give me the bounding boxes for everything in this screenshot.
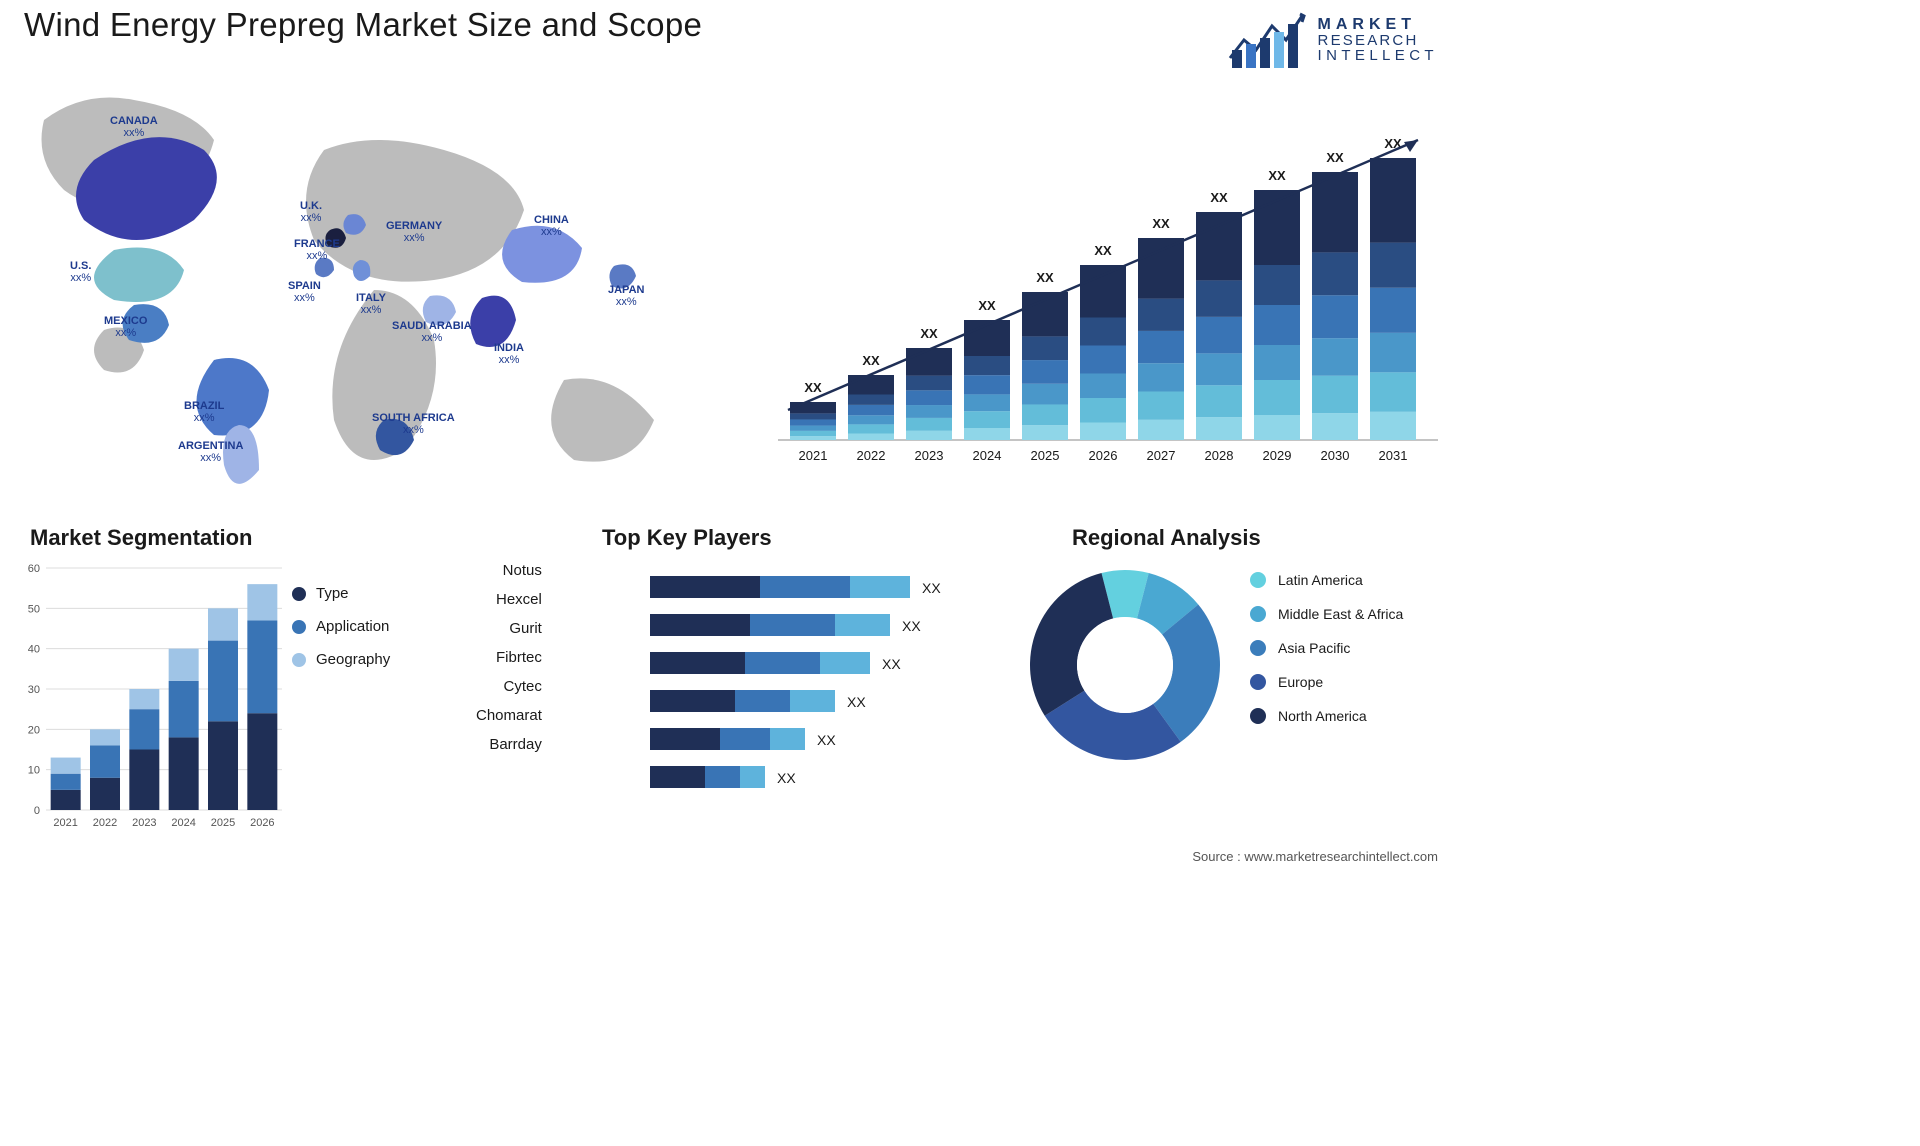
- svg-text:2023: 2023: [132, 817, 156, 829]
- map-label: SPAINxx%: [288, 280, 321, 304]
- world-map: CANADAxx% U.S.xx% MEXICOxx% BRAZILxx% ARGENT…: [24, 80, 724, 500]
- svg-text:2022: 2022: [857, 448, 886, 463]
- source-label: Source : www.marketresearchintellect.com: [1192, 849, 1438, 864]
- players-chart: XX XX XX XX XX XX: [650, 570, 1000, 830]
- players-title: Top Key Players: [602, 525, 772, 551]
- svg-text:2021: 2021: [53, 817, 77, 829]
- map-label: FRANCExx%: [294, 238, 340, 262]
- svg-text:2026: 2026: [250, 817, 274, 829]
- svg-text:XX: XX: [777, 770, 796, 786]
- regional-legend-item: Latin America: [1250, 572, 1403, 588]
- svg-text:XX: XX: [1210, 190, 1228, 205]
- map-label: SAUDI ARABIAxx%: [392, 320, 472, 344]
- svg-text:2021: 2021: [799, 448, 828, 463]
- logo-mark-icon: [1228, 10, 1306, 70]
- svg-text:XX: XX: [1094, 243, 1112, 258]
- svg-text:XX: XX: [902, 618, 921, 634]
- svg-text:2030: 2030: [1321, 448, 1350, 463]
- svg-text:2027: 2027: [1147, 448, 1176, 463]
- segmentation-legend-item: Type: [292, 585, 390, 602]
- map-label: U.K.xx%: [300, 200, 322, 224]
- svg-text:60: 60: [28, 563, 40, 575]
- svg-text:XX: XX: [882, 656, 901, 672]
- svg-text:2031: 2031: [1379, 448, 1408, 463]
- svg-text:XX: XX: [1268, 168, 1286, 183]
- svg-text:2028: 2028: [1205, 448, 1234, 463]
- map-label: GERMANYxx%: [386, 220, 442, 244]
- map-label: INDIAxx%: [494, 342, 524, 366]
- segmentation-legend: Type Application Geography: [292, 585, 390, 668]
- logo-text-1: MARKET: [1318, 17, 1438, 33]
- regional-legend: Latin America Middle East & Africa Asia Pa…: [1250, 572, 1403, 724]
- regional-legend-item: Europe: [1250, 674, 1403, 690]
- svg-text:2025: 2025: [1031, 448, 1060, 463]
- player-name: Cytec: [504, 678, 542, 695]
- svg-text:XX: XX: [804, 380, 822, 395]
- svg-text:2024: 2024: [171, 817, 195, 829]
- regional-donut: [1020, 560, 1230, 770]
- svg-text:XX: XX: [817, 732, 836, 748]
- segmentation-legend-item: Application: [292, 618, 390, 635]
- map-label: CHINAxx%: [534, 214, 569, 238]
- segmentation-legend-item: Geography: [292, 651, 390, 668]
- player-name: Gurit: [509, 620, 542, 637]
- player-name: Notus: [503, 562, 542, 579]
- svg-text:XX: XX: [1152, 216, 1170, 231]
- svg-text:50: 50: [28, 603, 40, 615]
- svg-text:0: 0: [34, 805, 40, 817]
- svg-text:10: 10: [28, 765, 40, 777]
- map-label: MEXICOxx%: [104, 315, 147, 339]
- map-label: SOUTH AFRICAxx%: [372, 412, 455, 436]
- logo-text-2: RESEARCH: [1318, 33, 1438, 48]
- svg-text:2022: 2022: [93, 817, 117, 829]
- player-name: Hexcel: [496, 591, 542, 608]
- svg-text:2026: 2026: [1089, 448, 1118, 463]
- segmentation-chart: 0 10 20 30 40 50 60 2021 2022 2023 2024 2025 2026: [24, 560, 284, 840]
- svg-text:XX: XX: [862, 353, 880, 368]
- player-name: Barrday: [489, 736, 542, 753]
- svg-text:XX: XX: [1326, 150, 1344, 165]
- svg-text:XX: XX: [1036, 270, 1054, 285]
- forecast-chart: XX 2021 XX 2022 XX 2023 XX 2024 XX 2025 XX 2026 XX 20…: [778, 100, 1438, 480]
- svg-text:30: 30: [28, 684, 40, 696]
- regional-title: Regional Analysis: [1072, 525, 1261, 551]
- svg-text:20: 20: [28, 724, 40, 736]
- logo-text-3: INTELLECT: [1318, 48, 1438, 63]
- svg-text:2025: 2025: [211, 817, 235, 829]
- svg-text:2023: 2023: [915, 448, 944, 463]
- player-name: Fibrtec: [496, 649, 542, 666]
- regional-legend-item: Middle East & Africa: [1250, 606, 1403, 622]
- map-label: ARGENTINAxx%: [178, 440, 243, 464]
- regional-legend-item: North America: [1250, 708, 1403, 724]
- page-title: Wind Energy Prepreg Market Size and Scop…: [24, 6, 702, 44]
- segmentation-title: Market Segmentation: [30, 525, 253, 551]
- map-label: BRAZILxx%: [184, 400, 224, 424]
- map-label: ITALYxx%: [356, 292, 386, 316]
- players-list: Notus Hexcel Gurit Fibrtec Cytec Chomarat Barr…: [476, 562, 542, 753]
- map-label: U.S.xx%: [70, 260, 91, 284]
- svg-text:2029: 2029: [1263, 448, 1292, 463]
- regional-legend-item: Asia Pacific: [1250, 640, 1403, 656]
- brand-logo: MARKET RESEARCH INTELLECT: [1228, 10, 1438, 70]
- map-label: CANADAxx%: [110, 115, 158, 139]
- svg-text:40: 40: [28, 644, 40, 656]
- svg-text:XX: XX: [920, 326, 938, 341]
- svg-text:2024: 2024: [973, 448, 1002, 463]
- player-name: Chomarat: [476, 707, 542, 724]
- map-label: JAPANxx%: [608, 284, 644, 308]
- svg-text:XX: XX: [922, 580, 941, 596]
- svg-text:XX: XX: [847, 694, 866, 710]
- svg-text:XX: XX: [978, 298, 996, 313]
